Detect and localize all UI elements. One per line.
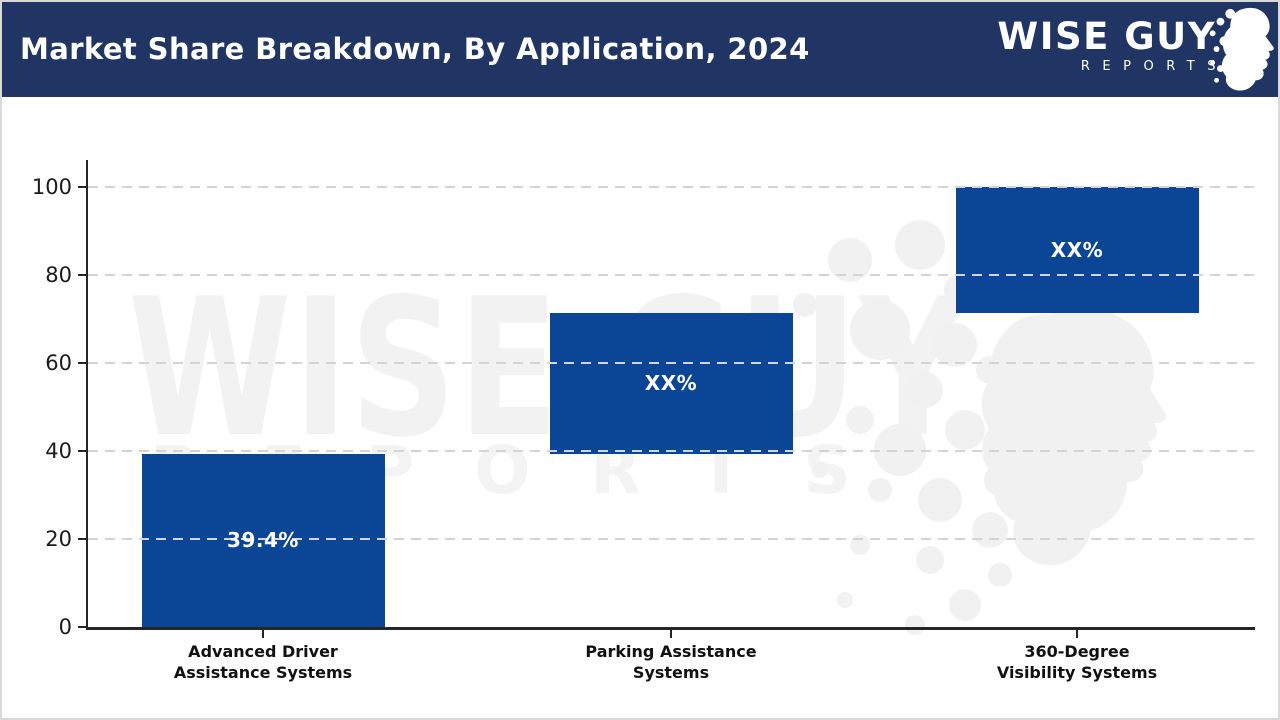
- y-axis-line: [86, 160, 88, 630]
- y-tick-20: [78, 538, 86, 540]
- category-label-3: 360-Degree Visibility Systems: [997, 641, 1157, 683]
- brand-wordmark: WISE GUY: [997, 15, 1216, 58]
- bar-value-label-1: 39.4%: [227, 528, 299, 553]
- category-label-line: Visibility Systems: [996, 663, 1158, 683]
- category-label-2: Parking Assistance Systems: [585, 641, 756, 683]
- category-label-line: Assistance Systems: [173, 663, 353, 683]
- bar-segment-1: [141, 453, 385, 627]
- bar-value-label-3: XX%: [1050, 237, 1104, 262]
- y-tick-80: [78, 274, 86, 276]
- bar-value-label-2: XX%: [644, 371, 698, 396]
- gridline-40: [88, 450, 1255, 452]
- category-label-1: Advanced Driver Assistance Systems: [174, 641, 352, 683]
- y-tick-label-60: 60: [45, 351, 72, 375]
- y-tick-label-0: 0: [58, 615, 72, 639]
- gridline-80: [88, 274, 1255, 276]
- brand-logo: WISE GUY REPORTS: [997, 15, 1216, 74]
- chart-title: Market Share Breakdown, By Application, …: [20, 31, 810, 66]
- brand-reports-text: REPORTS: [1080, 58, 1228, 74]
- x-tick-2: [670, 630, 672, 638]
- y-tick-label-80: 80: [45, 263, 72, 287]
- x-axis-line: [86, 627, 1255, 630]
- bar-segment-2: [549, 312, 793, 454]
- brand-dotted-face-icon: [1209, 7, 1274, 91]
- y-tick-100: [78, 186, 86, 188]
- y-tick-60: [78, 362, 86, 364]
- y-tick-40: [78, 450, 86, 452]
- y-tick-label-40: 40: [45, 439, 72, 463]
- gridline-20: [88, 538, 1255, 540]
- x-tick-1: [262, 630, 264, 638]
- gridline-60: [88, 362, 1255, 364]
- category-label-line: Advanced Driver: [188, 642, 338, 661]
- category-label-line: Parking Assistance: [585, 642, 757, 661]
- x-tick-3: [1076, 630, 1078, 638]
- header-bar: Market Share Breakdown, By Application, …: [0, 0, 1280, 97]
- category-label-line: Systems: [632, 663, 710, 683]
- category-label-line: 360-Degree: [1024, 642, 1130, 661]
- y-tick-label-20: 20: [45, 527, 72, 551]
- y-tick-label-100: 100: [31, 175, 72, 199]
- y-tick-0: [78, 626, 86, 628]
- gridline-100: [88, 186, 1255, 188]
- bar-segment-3: [955, 187, 1199, 313]
